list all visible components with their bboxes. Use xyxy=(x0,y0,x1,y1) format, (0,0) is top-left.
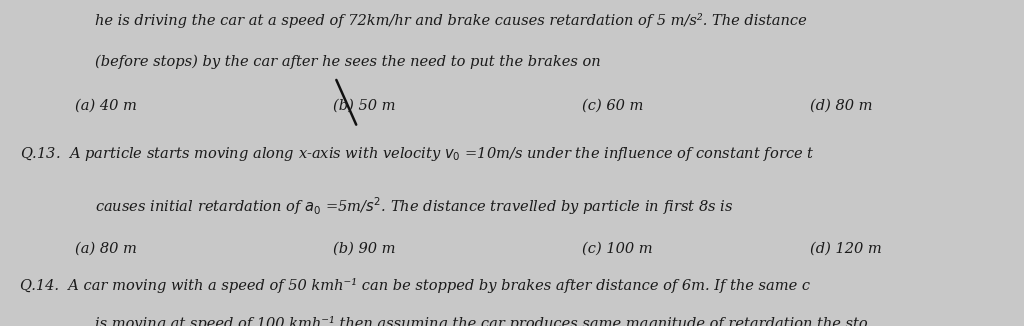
Text: (c) 60 m: (c) 60 m xyxy=(582,99,643,113)
Text: (before stops) by the car after he sees the need to put the brakes on: (before stops) by the car after he sees … xyxy=(95,54,601,69)
Text: Q.13.  A particle starts moving along x-axis with velocity $v_0$ =10m/s under th: Q.13. A particle starts moving along x-a… xyxy=(20,145,815,163)
Text: (a) 40 m: (a) 40 m xyxy=(75,99,137,113)
Text: (d) 120 m: (d) 120 m xyxy=(810,241,882,255)
Text: causes initial retardation of $a_0$ =5m/$s^2$. The distance travelled by particl: causes initial retardation of $a_0$ =5m/… xyxy=(95,195,733,217)
Text: (b) 90 m: (b) 90 m xyxy=(334,241,396,255)
Text: (a) 80 m: (a) 80 m xyxy=(75,241,137,255)
Text: (c) 100 m: (c) 100 m xyxy=(582,241,652,255)
Text: Q.14.  A car moving with a speed of 50 kmh⁻¹ can be stopped by brakes after dist: Q.14. A car moving with a speed of 50 km… xyxy=(20,278,811,293)
Text: he is driving the car at a speed of 72km/hr and brake causes retardation of 5 m/: he is driving the car at a speed of 72km… xyxy=(95,13,807,28)
Text: (d) 80 m: (d) 80 m xyxy=(810,99,872,113)
Text: is moving at speed of 100 kmh⁻¹ then assuming the car produces same magnitude of: is moving at speed of 100 kmh⁻¹ then ass… xyxy=(95,316,867,326)
Text: (b) 50 m: (b) 50 m xyxy=(334,99,396,113)
